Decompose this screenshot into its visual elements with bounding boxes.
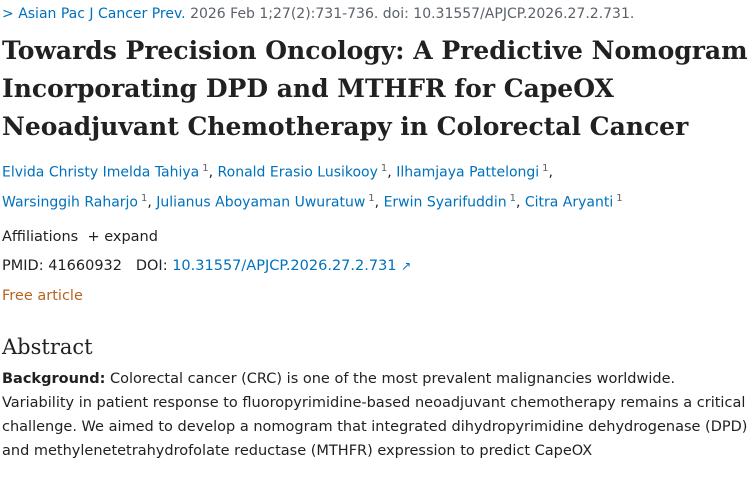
journal-link[interactable]: > Asian Pac J Cancer Prev. [2, 6, 186, 22]
author[interactable]: Ilhamjaya Pattelongi [396, 164, 540, 181]
expand-toggle[interactable]: + expand [87, 229, 158, 246]
article: > Asian Pac J Cancer Prev. 2026 Feb 1;27… [2, 4, 748, 463]
abstract-heading: Abstract [2, 335, 93, 360]
author-affiliation[interactable]: 1 [616, 192, 623, 204]
author[interactable]: Warsinggih Raharjo [2, 194, 138, 211]
author[interactable]: Citra Aryanti [524, 194, 614, 211]
citation-details: 2026 Feb 1;27(2):731-736. doi: 10.31557/… [190, 6, 635, 22]
pmid: 41660932 [48, 258, 123, 275]
author[interactable]: Ronald Erasio Lusikooy [217, 164, 378, 181]
abstract-text: Background: Colorectal cancer (CRC) is o… [2, 367, 748, 463]
doi-link[interactable]: 10.31557/APJCP.2026.27.2.731 [172, 258, 397, 275]
author-affiliation[interactable]: 1 [509, 192, 516, 204]
affiliations-label: Affiliations [2, 229, 79, 246]
author-affiliation[interactable]: 1 [202, 163, 209, 174]
affiliations: Affiliations + expand [2, 223, 748, 252]
author[interactable]: Julianus Aboyaman Uwuratuw [156, 194, 366, 211]
title: Towards Precision Oncology: A Predictive… [2, 36, 748, 141]
author-affiliation[interactable]: 1 [368, 192, 375, 204]
abstract-body: Colorectal cancer (CRC) is one of the mo… [2, 371, 748, 460]
author-affiliation[interactable]: 1 [542, 163, 549, 174]
author-affiliation[interactable]: 1 [380, 163, 388, 174]
pmid-label: PMID: [2, 258, 44, 275]
author[interactable]: Elvida Christy Imelda Tahiya [2, 164, 200, 181]
ids: PMID: 41660932 DOI: 10.31557/APJCP.2026.… [2, 252, 748, 281]
abstract-label: Background: [2, 371, 106, 388]
expand-label[interactable]: expand [104, 229, 158, 246]
free-article: Free article [2, 288, 83, 305]
authors: Elvida Christy Imelda Tahiya 1, Ronald Er… [2, 163, 623, 211]
author-affiliation[interactable]: 1 [141, 192, 148, 204]
doi-label: DOI: [135, 258, 168, 275]
author[interactable]: Erwin Syarifuddin [383, 194, 507, 211]
citation: > Asian Pac J Cancer Prev. 2026 Feb 1;27… [2, 4, 748, 24]
external-icon: ↗ [401, 259, 412, 274]
journal[interactable]: Asian Pac J Cancer Prev. [18, 6, 186, 22]
